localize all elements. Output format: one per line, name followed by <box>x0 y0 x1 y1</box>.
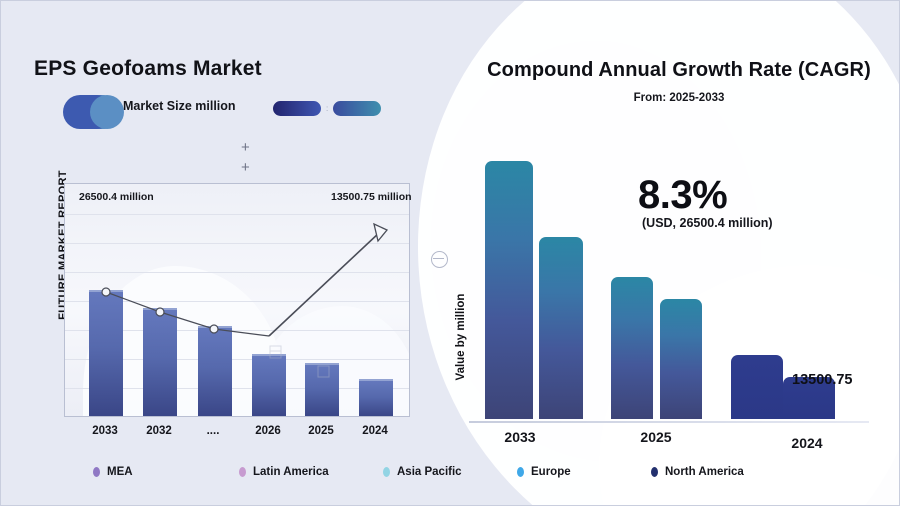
bar-2026 <box>252 354 286 416</box>
x-tick-2033: 2033 <box>92 425 118 437</box>
right-panel-title: Compound Annual Growth Rate (CAGR) <box>487 59 871 81</box>
rbar-2033-secondary <box>539 237 583 419</box>
legend-label-europe: Europe <box>531 466 571 478</box>
cagr-value: 8.3% <box>638 173 728 217</box>
gridline <box>65 243 409 244</box>
rbar-2024-data-label: 13500.75 <box>792 372 853 388</box>
legend-item-europe[interactable]: Europe <box>517 466 571 478</box>
rbar-2025-secondary <box>660 299 702 419</box>
overlay-series-svg <box>101 222 389 337</box>
rx-tick-2033: 2033 <box>504 429 536 445</box>
legend-dot-latin-america <box>239 467 246 477</box>
x-tick-2026: 2026 <box>255 425 281 437</box>
rbar-2025-primary <box>611 277 653 419</box>
bar-2024 <box>359 379 393 416</box>
right-chart-baseline <box>469 421 869 423</box>
gridline <box>65 301 409 302</box>
cagr-note: (USD, 26500.4 million) <box>642 216 773 230</box>
left-market-size-chart <box>64 183 410 417</box>
legend-dot-europe <box>517 467 524 477</box>
legend-dot-mea <box>93 467 100 477</box>
legend-item-latin-america[interactable]: Latin America <box>239 466 329 478</box>
legend-label-asia-pacific: Asia Pacific <box>397 466 462 478</box>
gridline <box>65 272 409 273</box>
right-chart-y-axis-label: Value by million <box>455 293 467 381</box>
market-size-legend-label: Market Size million <box>123 99 236 113</box>
circle-minus-icon <box>431 251 448 268</box>
x-tick-2025: 2025 <box>308 425 334 437</box>
x-tick-ellipsis: .... <box>206 425 220 437</box>
watermark-icons <box>269 345 330 378</box>
gridline <box>65 359 409 360</box>
capsule-split-icon <box>63 95 135 129</box>
rbar-2024-primary <box>731 355 783 419</box>
gridline <box>65 388 409 389</box>
legend-dot-asia-pacific <box>383 467 390 477</box>
legend-item-mea[interactable]: MEA <box>93 466 133 478</box>
left-chart-value-right: 13500.75 million <box>331 191 412 203</box>
region-legend: MEA Latin America Asia Pacific Europe No… <box>71 466 831 486</box>
legend-dot-north-america <box>651 467 658 477</box>
x-tick-2032: 2032 <box>146 425 172 437</box>
legend-label-latin-america: Latin America <box>253 466 329 478</box>
legend-label-mea: MEA <box>107 466 133 478</box>
gridline <box>65 330 409 331</box>
bar-2025 <box>305 363 339 416</box>
bar-ellipsis <box>198 326 232 416</box>
legend-item-north-america[interactable]: North America <box>651 466 744 478</box>
left-chart-x-axis: 2033 2032 .... 2026 2025 2024 <box>64 425 410 443</box>
rx-tick-2024: 2024 <box>791 435 823 451</box>
legend-pill-secondary <box>333 101 382 116</box>
page-title: EPS Geofoams Market <box>34 57 262 80</box>
x-tick-2024: 2024 <box>362 425 388 437</box>
legend-pill-pair: : <box>273 101 382 116</box>
legend-item-asia-pacific[interactable]: Asia Pacific <box>383 466 462 478</box>
legend-label-north-america: North America <box>665 466 744 478</box>
plus-icon: + <box>241 139 250 156</box>
left-chart-value-left: 26500.4 million <box>79 191 154 203</box>
rbar-2024-secondary <box>783 377 835 419</box>
right-panel-subtitle: From: 2025-2033 <box>633 92 725 104</box>
plus-icon: + <box>241 159 250 176</box>
rbar-2033-primary <box>485 161 533 419</box>
legend-pill-separator: : <box>326 103 329 113</box>
rx-tick-2025: 2025 <box>640 429 672 445</box>
legend-pill-primary <box>273 101 321 116</box>
gridline <box>65 214 409 215</box>
